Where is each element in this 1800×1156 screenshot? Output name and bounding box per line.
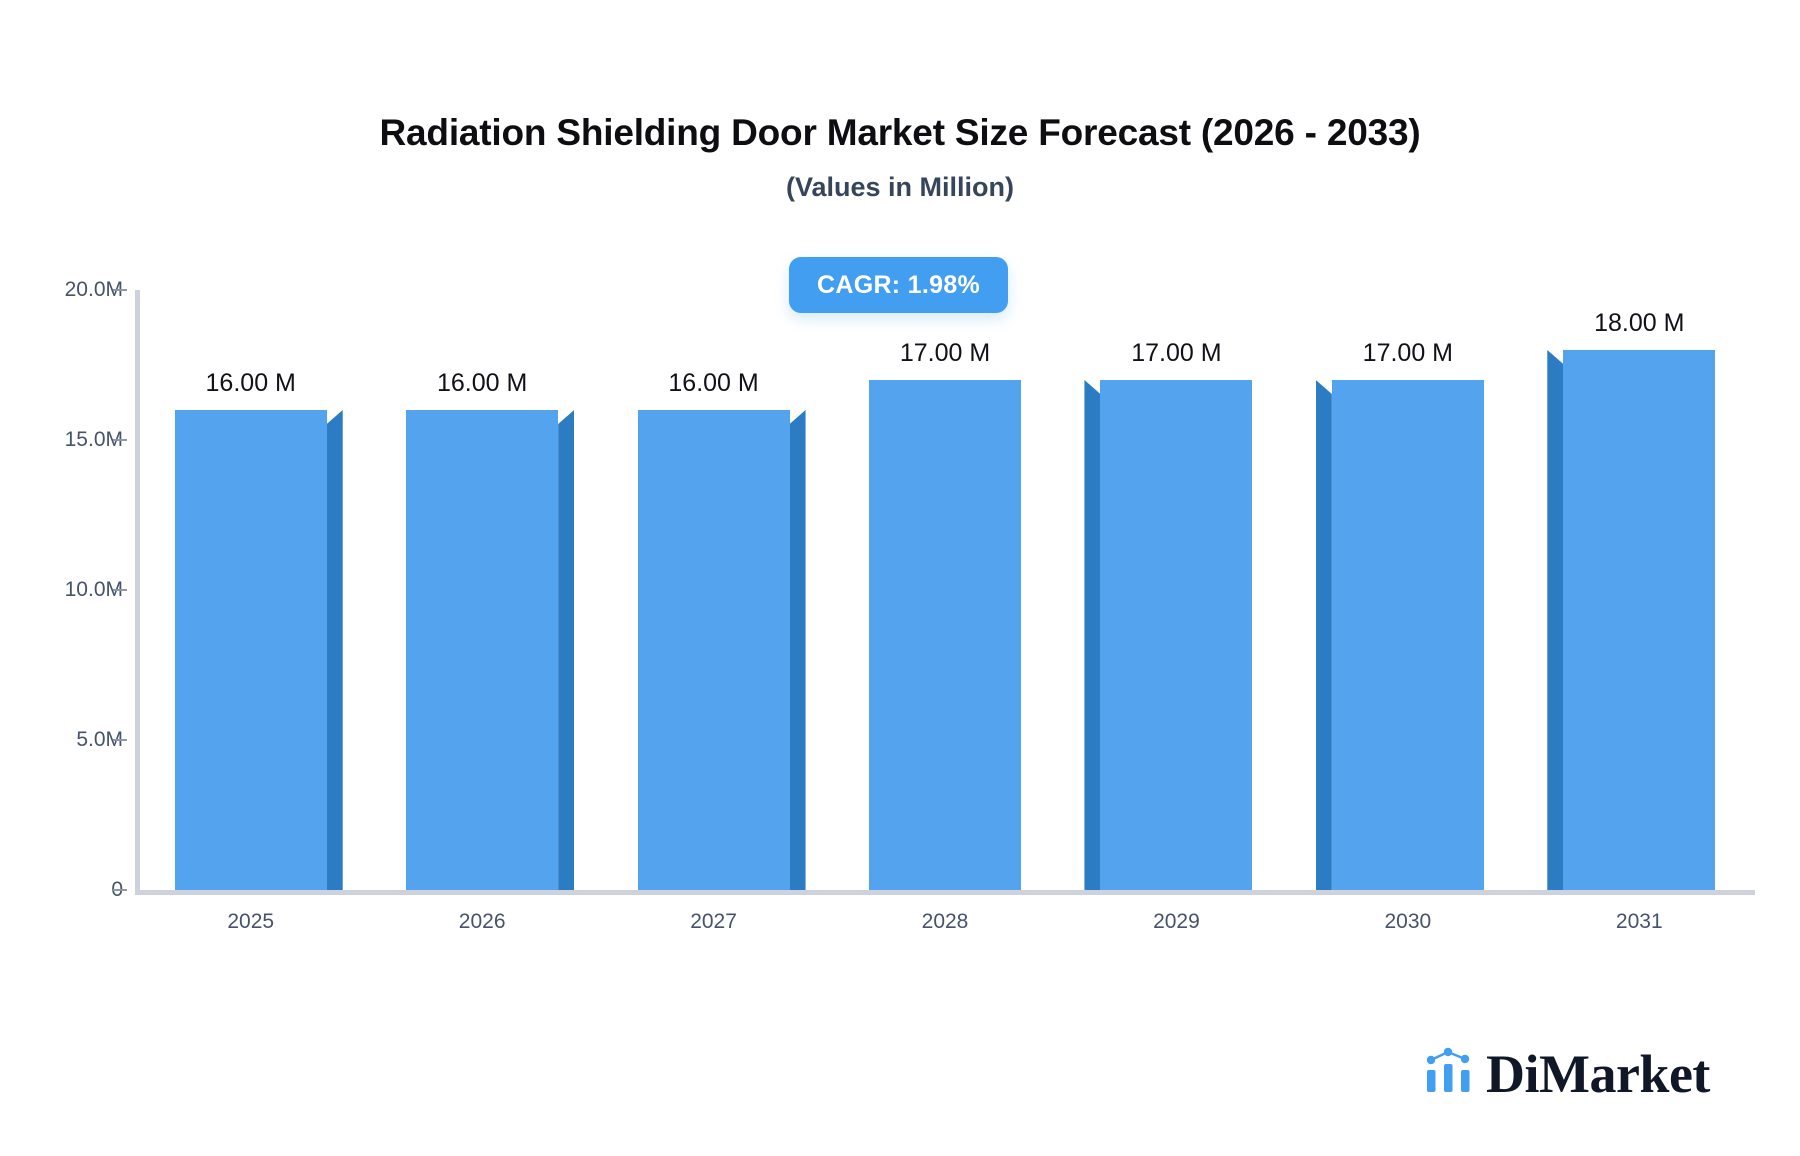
bar-face: [869, 380, 1021, 890]
bar-column[interactable]: 16.00 M: [637, 369, 806, 890]
y-axis-tick-mark: [113, 889, 127, 891]
y-axis-tick-label: 10.0M: [64, 578, 123, 601]
bar-column[interactable]: 16.00 M: [406, 369, 575, 890]
x-axis-tick-label: 2029: [1153, 910, 1200, 933]
x-axis-line: [135, 890, 1755, 895]
bar-side-face: [1547, 350, 1564, 890]
dimarket-logo: DiMarket: [1424, 1046, 1710, 1101]
y-axis-tick-mark: [113, 439, 127, 441]
logo-text: DiMarket: [1486, 1043, 1710, 1104]
cagr-badge-label: CAGR: 1.98%: [817, 270, 981, 299]
x-axis-tick-label: 2027: [690, 910, 737, 933]
bar-side-face: [1315, 380, 1332, 890]
bar-face: [406, 410, 559, 890]
bar-column[interactable]: 17.00 M: [869, 339, 1021, 890]
bar-column[interactable]: 16.00 M: [174, 369, 343, 890]
y-axis-tick-label: 5.0M: [76, 728, 123, 751]
y-axis-tick-mark: [113, 289, 127, 291]
bar-side-face: [1084, 380, 1101, 890]
bar-value-label: 17.00 M: [1131, 339, 1222, 367]
bar-face: [1563, 350, 1716, 890]
y-axis-tick-label: 15.0M: [64, 428, 123, 451]
bar-value-label: 17.00 M: [1362, 339, 1454, 367]
bar-value-label: 18.00 M: [1594, 309, 1685, 337]
bar-column[interactable]: 18.00 M: [1547, 309, 1716, 890]
y-axis-line: [135, 290, 140, 890]
bar-face: [1100, 380, 1253, 890]
x-axis-tick-label: 2030: [1384, 910, 1432, 933]
bar-value-label: 16.00 M: [436, 369, 528, 397]
bar-value-label: 16.00 M: [205, 369, 296, 397]
bar-column[interactable]: 17.00 M: [1084, 339, 1253, 890]
chart-title: Radiation Shielding Door Market Size For…: [379, 112, 1421, 153]
y-axis-tick-label: 20.0M: [64, 278, 123, 301]
bar-value-label: 17.00 M: [899, 339, 991, 367]
chart-subtitle: (Values in Million): [785, 172, 1015, 202]
y-axis-tick-mark: [113, 739, 127, 741]
bar-side-face: [326, 410, 343, 890]
bar-face: [637, 410, 790, 890]
x-axis-tick-label: 2031: [1615, 910, 1663, 933]
bar-face: [174, 410, 327, 890]
bar-face: [1331, 380, 1484, 890]
x-axis-tick-label: 2025: [227, 910, 275, 933]
y-axis-tick-mark: [113, 589, 127, 591]
bar-value-label: 16.00 M: [668, 369, 759, 397]
bar-column[interactable]: 17.00 M: [1315, 339, 1484, 890]
x-axis-tick-label: 2028: [921, 910, 969, 933]
bar-side-face: [789, 410, 806, 890]
x-axis-tick-label: 2026: [458, 910, 506, 933]
bar-chart-icon: [1424, 1046, 1474, 1101]
cagr-badge: CAGR: 1.98%: [789, 257, 1009, 313]
bar-side-face: [558, 410, 575, 890]
